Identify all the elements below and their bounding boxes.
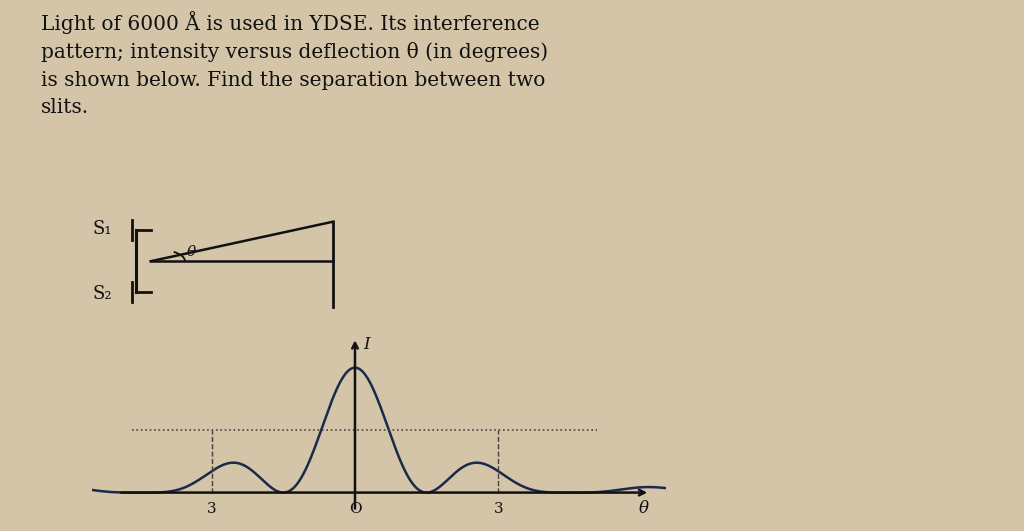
Text: θ: θ [187, 245, 197, 259]
Text: 3: 3 [494, 502, 503, 516]
Text: I: I [364, 336, 371, 353]
Text: θ: θ [639, 500, 649, 517]
Text: O: O [349, 502, 361, 516]
Text: 3: 3 [207, 502, 216, 516]
Text: Light of 6000 Å is used in YDSE. Its interference
pattern; intensity versus defl: Light of 6000 Å is used in YDSE. Its int… [41, 11, 548, 117]
Text: S₂: S₂ [92, 285, 113, 303]
Text: S₁: S₁ [92, 220, 112, 238]
